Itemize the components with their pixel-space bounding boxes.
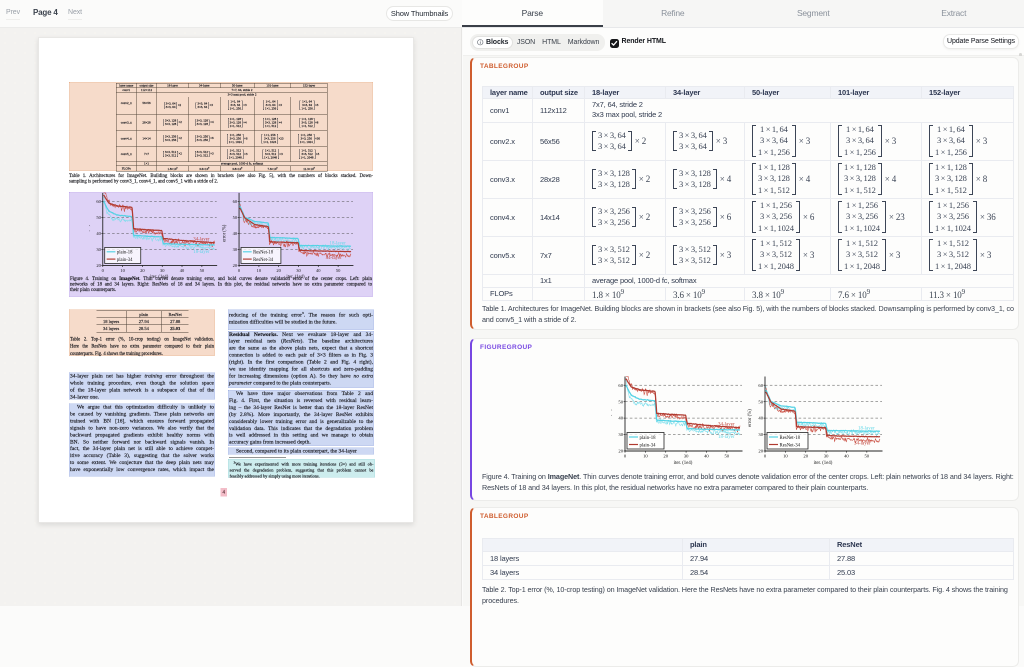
svg-text:34-layer: 34-layer [718,422,735,427]
svg-text:30: 30 [824,453,829,458]
svg-text:error (%): error (%) [611,408,613,426]
svg-text:20: 20 [758,448,763,453]
svg-text:0: 0 [764,453,767,458]
svg-text:20: 20 [618,448,623,453]
svg-text:40: 40 [758,415,763,420]
svg-text:18-layer: 18-layer [718,435,735,440]
svg-text:50: 50 [865,453,870,458]
svg-text:60: 60 [618,382,623,387]
svg-text:0: 0 [624,453,627,458]
svg-text:50: 50 [618,399,623,404]
svg-text:20: 20 [663,453,668,458]
svg-text:34-layer: 34-layer [854,441,871,446]
svg-text:30: 30 [618,432,623,437]
svg-text:40: 40 [704,453,709,458]
svg-text:ResNet-18: ResNet-18 [780,435,801,440]
svg-text:30: 30 [758,432,763,437]
svg-text:10: 10 [783,453,788,458]
svg-text:40: 40 [844,453,849,458]
svg-text:18-layer: 18-layer [858,426,875,431]
svg-text:30: 30 [684,453,689,458]
svg-text:plain-34: plain-34 [640,443,657,448]
svg-text:50: 50 [758,399,763,404]
svg-text:plain-18: plain-18 [640,435,657,440]
svg-text:iter. (1e4): iter. (1e4) [674,461,693,466]
svg-text:50: 50 [725,453,730,458]
svg-text:40: 40 [618,415,623,420]
svg-text:10: 10 [643,453,648,458]
svg-text:20: 20 [803,453,808,458]
svg-text:60: 60 [758,382,763,387]
svg-text:iter. (1e4): iter. (1e4) [814,461,833,466]
svg-text:error (%): error (%) [748,408,753,426]
svg-text:ResNet-34: ResNet-34 [780,443,801,448]
